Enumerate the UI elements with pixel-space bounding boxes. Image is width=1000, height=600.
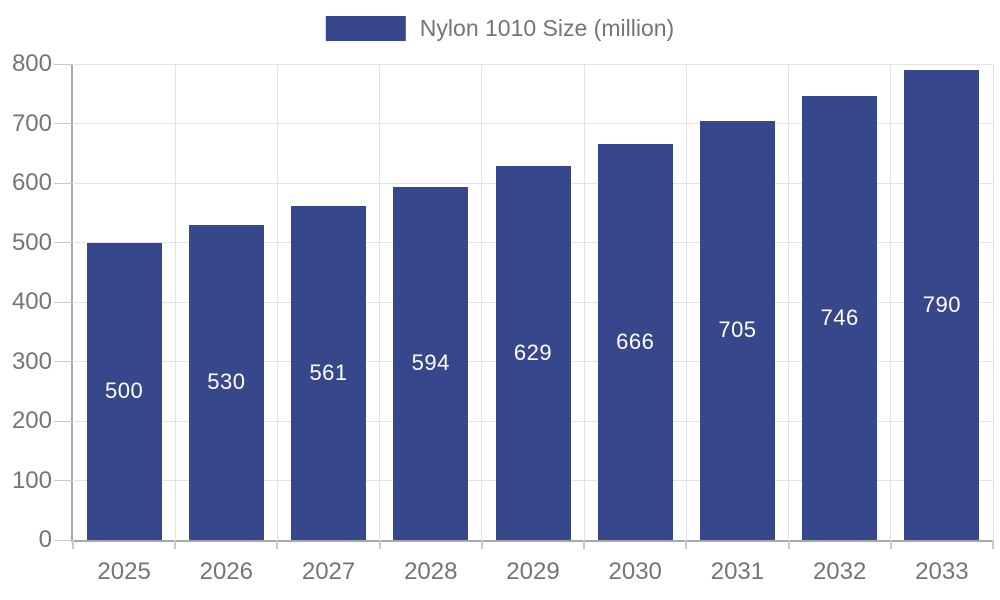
legend-swatch[interactable]	[325, 16, 406, 41]
x-tick-mark	[889, 540, 892, 549]
y-axis-tick-label: 600	[11, 169, 52, 196]
y-tick-mark	[54, 361, 73, 362]
gridline-v	[890, 64, 892, 540]
x-axis-tick-label: 2029	[506, 558, 560, 585]
bar[interactable]: 746	[802, 96, 878, 540]
y-axis-tick-label: 700	[11, 109, 52, 137]
y-axis-tick-label: 100	[11, 466, 52, 494]
x-axis-tick-label: 2028	[404, 558, 458, 585]
x-axis-tick-label: 2027	[301, 558, 356, 585]
bar-value-label: 594	[411, 350, 450, 376]
bar-value-label: 629	[513, 339, 553, 365]
bar[interactable]: 666	[597, 143, 673, 540]
y-tick-mark	[54, 63, 73, 65]
gridline-h	[73, 63, 993, 65]
x-axis-line	[71, 540, 993, 542]
x-axis-tick-label: 2025	[97, 558, 151, 585]
y-axis-tick-label: 400	[11, 288, 52, 315]
bar-value-label: 530	[207, 369, 246, 395]
y-tick-mark	[54, 182, 73, 184]
gridline-h	[73, 123, 993, 124]
bar[interactable]: 705	[699, 120, 775, 540]
x-tick-mark	[685, 540, 688, 549]
bar-value-label: 705	[718, 317, 757, 343]
bar[interactable]: 561	[291, 206, 367, 540]
x-tick-mark	[174, 540, 177, 549]
x-axis-tick-label: 2032	[812, 558, 867, 585]
bar-value-label: 561	[309, 360, 348, 386]
x-tick-mark	[276, 540, 279, 549]
y-axis-tick-label: 800	[11, 50, 52, 77]
legend[interactable]: Nylon 1010 Size (million)	[325, 15, 675, 42]
x-tick-mark	[480, 540, 483, 549]
bar[interactable]: 629	[495, 165, 571, 540]
bar-value-label: 746	[820, 305, 859, 331]
bar-value-label: 500	[105, 378, 144, 404]
y-tick-mark	[54, 123, 73, 124]
gridline-v	[788, 64, 790, 540]
y-axis-tick-label: 200	[11, 407, 52, 434]
gridline-v	[583, 64, 585, 540]
x-tick-mark	[787, 540, 790, 549]
legend-label: Nylon 1010 Size (million)	[419, 15, 675, 41]
y-axis-tick-label: 300	[11, 347, 52, 375]
bar[interactable]: 500	[86, 242, 162, 540]
y-tick-mark	[54, 480, 73, 481]
y-axis-tick-label: 0	[38, 526, 52, 553]
gridline-v	[174, 64, 176, 540]
bar-value-label: 790	[922, 291, 961, 317]
bar[interactable]: 594	[393, 186, 469, 540]
plot-area: 500 530 561 594 629 666 705 746 790	[71, 63, 994, 542]
bar[interactable]: 530	[188, 224, 264, 540]
gridline-v	[481, 64, 483, 540]
bar-value-label: 666	[616, 328, 655, 354]
x-tick-mark	[378, 540, 381, 549]
x-tick-mark	[992, 540, 994, 549]
x-axis-tick-label: 2031	[710, 558, 765, 585]
y-tick-mark	[54, 242, 73, 243]
x-axis-tick-label: 2033	[915, 558, 969, 585]
bar[interactable]: 790	[904, 69, 980, 540]
x-axis-tick-label: 2026	[199, 558, 254, 585]
gridline-v	[276, 64, 278, 540]
x-tick-mark	[72, 540, 74, 549]
gridline-v	[685, 64, 687, 540]
x-axis-tick-label: 2030	[608, 558, 662, 585]
y-axis-tick-label: 500	[11, 228, 52, 256]
gridline-v	[379, 64, 381, 540]
y-tick-mark	[54, 301, 73, 303]
y-tick-mark	[54, 420, 73, 422]
y-tick-mark	[54, 539, 73, 541]
x-tick-mark	[583, 540, 586, 549]
gridline-v	[992, 64, 994, 540]
